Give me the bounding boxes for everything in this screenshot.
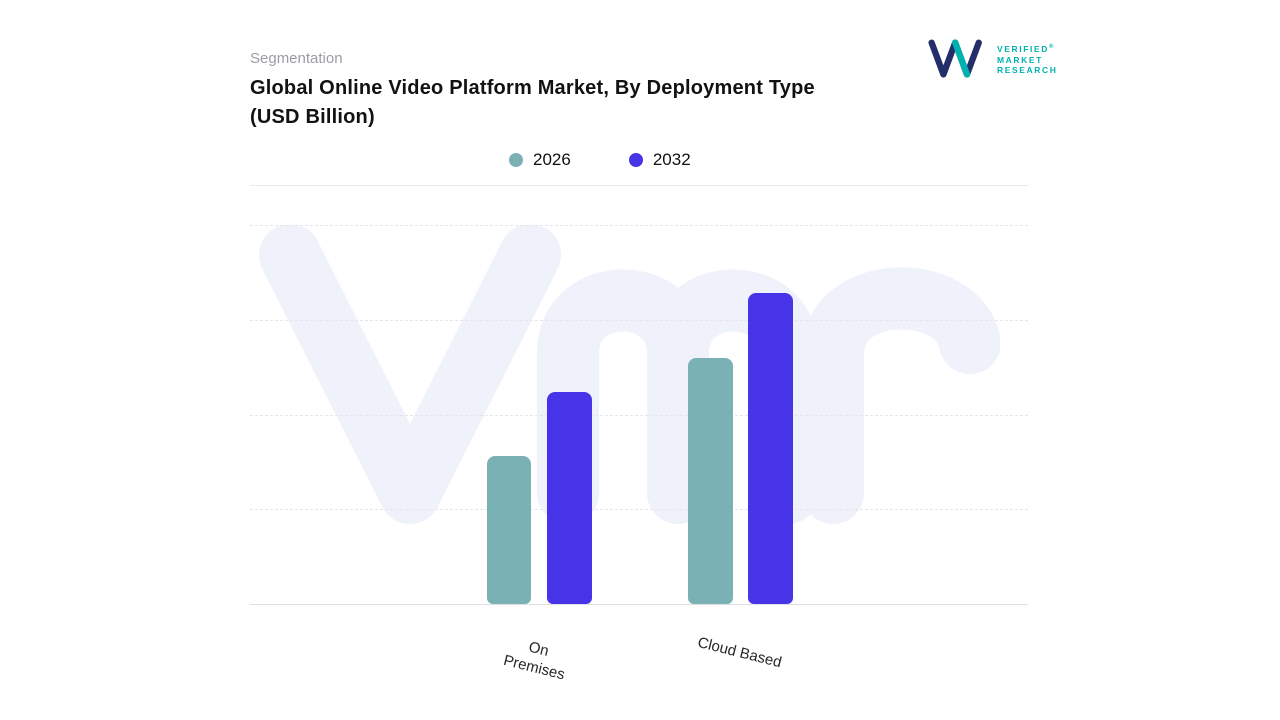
logo-line-market: MARKET: [997, 54, 1043, 65]
registered-mark: ®: [1049, 44, 1054, 51]
gridline: [250, 414, 1028, 416]
legend-swatch-2032: [628, 153, 643, 167]
bar-cloud-based-2026: [688, 357, 733, 604]
chart-title-line2: (USD Billion): [250, 106, 375, 128]
vmr-logo-text: VERIFIED® MARKET RESEARCH: [997, 42, 1058, 75]
chart-title-line1: Global Online Video Platform Market, By …: [250, 77, 815, 99]
section-label: Segmentation: [250, 50, 343, 67]
legend-item-2026: 2026: [509, 150, 571, 170]
bar-cloud-based-2032: [748, 293, 793, 604]
legend-swatch-2026: [509, 153, 523, 167]
vmr-watermark: [259, 225, 1000, 524]
gridline: [250, 509, 1028, 511]
x-label-on-premises: On Premises: [501, 638, 567, 684]
gridline: [250, 319, 1028, 321]
header-divider: [250, 185, 1028, 186]
logo-line-verified: VERIFIED: [997, 44, 1050, 55]
logo-line-research: RESEARCH: [997, 65, 1058, 76]
x-label-cloud-based: Cloud Based: [695, 634, 784, 672]
legend-label-2032: 2032: [652, 150, 691, 169]
bar-on-premises-2032: [547, 391, 592, 604]
vmr-logo: VERIFIED® MARKET RESEARCH: [928, 38, 1058, 80]
plot-area: [250, 225, 1028, 605]
chart-title: Global Online Video Platform Market, By …: [250, 74, 870, 132]
bar-on-premises-2026: [487, 456, 531, 604]
gridline: [250, 225, 1028, 226]
vmr-logo-mark: [928, 39, 982, 78]
x-axis-line: [250, 604, 1028, 605]
legend-label-2026: 2026: [533, 150, 571, 169]
legend-item-2032: 2032: [628, 150, 691, 170]
legend: 2026 2032: [509, 150, 691, 170]
